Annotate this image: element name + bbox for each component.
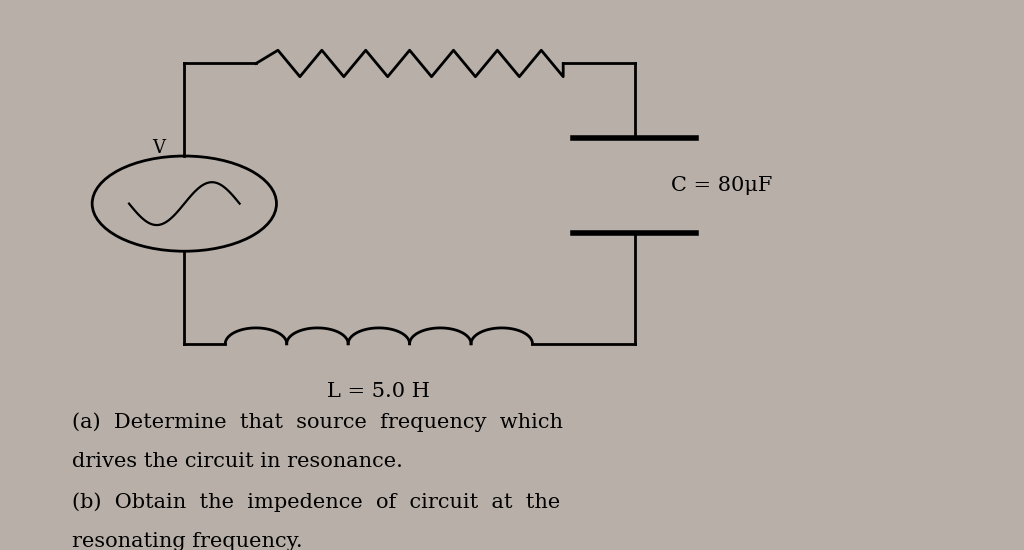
Text: L = 5.0 H: L = 5.0 H	[328, 382, 430, 401]
Text: (a)  Determine  that  source  frequency  which: (a) Determine that source frequency whic…	[72, 412, 562, 432]
Text: C = 80μF: C = 80μF	[671, 175, 772, 195]
Text: drives the circuit in resonance.: drives the circuit in resonance.	[72, 452, 402, 471]
Text: V: V	[153, 139, 165, 157]
Text: resonating frequency.: resonating frequency.	[72, 531, 302, 550]
Text: (b)  Obtain  the  impedence  of  circuit  at  the: (b) Obtain the impedence of circuit at t…	[72, 492, 560, 512]
